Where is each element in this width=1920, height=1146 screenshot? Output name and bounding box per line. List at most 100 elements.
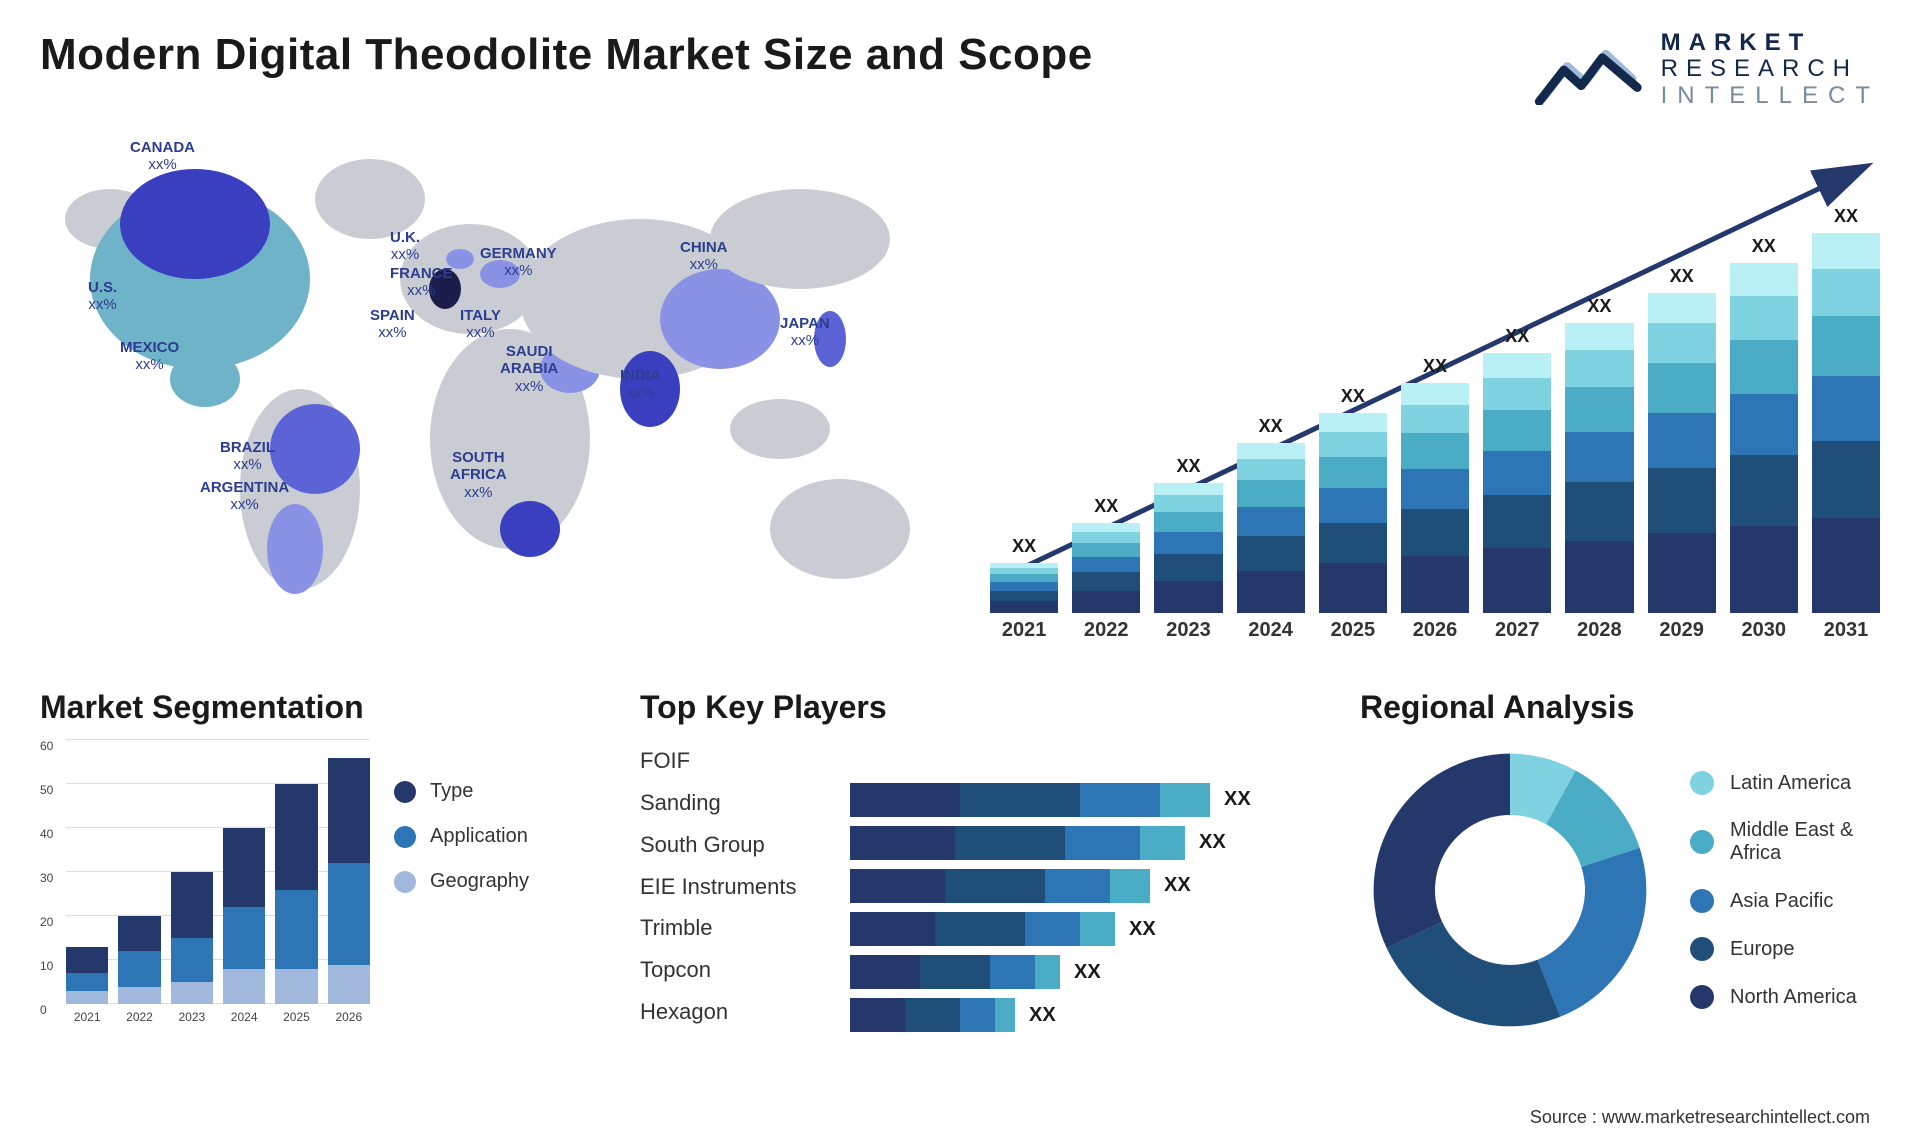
world-map-panel: CANADAxx%U.S.xx%MEXICOxx%BRAZILxx%ARGENT… [40, 129, 960, 649]
seg-x-label: 2025 [275, 1010, 317, 1030]
seg-x-label: 2026 [328, 1010, 370, 1030]
kp-name: FOIF [640, 740, 830, 782]
kp-name: Hexagon [640, 991, 830, 1033]
trend-bar: XX [1154, 456, 1222, 613]
legend-label: Middle East &Africa [1730, 819, 1853, 865]
kp-name: Topcon [640, 949, 830, 991]
trend-bar: XX [1812, 206, 1880, 613]
kp-row: XX [850, 912, 1320, 946]
map-country-name: JAPAN [780, 315, 830, 332]
map-label: U.K.xx% [390, 229, 420, 264]
trend-x-label: 2026 [1401, 619, 1469, 649]
map-country-name: BRAZIL [220, 439, 275, 456]
map-country-name: SAUDIARABIA [500, 343, 558, 377]
trend-x-label: 2028 [1565, 619, 1633, 649]
map-country-name: SPAIN [370, 307, 415, 324]
trend-bar: XX [1237, 416, 1305, 613]
kp-name: South Group [640, 824, 830, 866]
trend-bar-label: XX [1752, 236, 1776, 257]
legend-label: Type [430, 780, 473, 803]
regional-legend-item: North America [1690, 985, 1857, 1009]
map-label: U.S.xx% [88, 279, 117, 314]
legend-dot-icon [1690, 830, 1714, 854]
kp-value: XX [1224, 788, 1251, 811]
trend-x-label: 2029 [1648, 619, 1716, 649]
seg-y-tick: 30 [40, 871, 53, 885]
map-label: BRAZILxx% [220, 439, 275, 474]
trend-bar-label: XX [1176, 456, 1200, 477]
seg-x-label: 2024 [223, 1010, 265, 1030]
trend-bar-label: XX [1259, 416, 1283, 437]
kp-value: XX [1129, 918, 1156, 941]
map-label: ITALYxx% [460, 307, 501, 342]
map-country-name: MEXICO [120, 339, 179, 356]
map-label: SAUDIARABIAxx% [500, 343, 558, 395]
seg-legend-item: Geography [394, 870, 529, 893]
map-label: SOUTHAFRICAxx% [450, 449, 507, 501]
map-country-name: GERMANY [480, 245, 557, 262]
map-country-pct: xx% [620, 384, 661, 401]
map-label: CANADAxx% [130, 139, 195, 174]
seg-x-label: 2023 [171, 1010, 213, 1030]
seg-bar [328, 758, 370, 1004]
kp-row: XX [850, 869, 1320, 903]
kp-bar [850, 998, 1015, 1032]
kp-row: XX [850, 998, 1320, 1032]
kp-bar [850, 955, 1060, 989]
trend-x-label: 2022 [1072, 619, 1140, 649]
seg-x-label: 2022 [118, 1010, 160, 1030]
map-label: INDIAxx% [620, 367, 661, 402]
legend-label: Application [430, 825, 528, 848]
seg-bar [275, 784, 317, 1004]
segmentation-title: Market Segmentation [40, 689, 600, 726]
key-players-panel: Top Key Players FOIFSandingSouth GroupEI… [640, 689, 1320, 1040]
trend-x-label: 2025 [1319, 619, 1387, 649]
logo-mark-icon [1535, 35, 1645, 105]
seg-y-tick: 50 [40, 783, 53, 797]
regional-legend-item: Europe [1690, 937, 1857, 961]
seg-y-tick: 0 [40, 1003, 47, 1017]
kp-value: XX [1164, 874, 1191, 897]
trend-bar-label: XX [1012, 536, 1036, 557]
regional-legend-item: Middle East &Africa [1690, 819, 1857, 865]
segmentation-chart: 0102030405060 202120222023202420252026 [40, 740, 370, 1030]
regional-legend-item: Latin America [1690, 771, 1857, 795]
trend-x-label: 2031 [1812, 619, 1880, 649]
kp-row: XX [850, 783, 1320, 817]
trend-bar: XX [1319, 386, 1387, 613]
legend-dot-icon [1690, 771, 1714, 795]
trend-x-label: 2024 [1237, 619, 1305, 649]
map-label: JAPANxx% [780, 315, 830, 350]
trend-bar-label: XX [1670, 266, 1694, 287]
kp-bar [850, 826, 1185, 860]
seg-legend-item: Type [394, 780, 529, 803]
kp-bar [850, 912, 1115, 946]
trend-bar-label: XX [1587, 296, 1611, 317]
kp-row: XX [850, 955, 1320, 989]
trend-bar-label: XX [1423, 356, 1447, 377]
map-country-pct: xx% [480, 262, 557, 279]
trend-bar: XX [990, 536, 1058, 613]
map-country-name: CANADA [130, 139, 195, 156]
regional-donut [1360, 740, 1660, 1040]
seg-legend-item: Application [394, 825, 529, 848]
legend-label: Latin America [1730, 772, 1851, 795]
logo-text-2: RESEARCH [1661, 56, 1880, 82]
kp-row: XX [850, 826, 1320, 860]
trend-bar: XX [1648, 266, 1716, 613]
seg-bar [223, 828, 265, 1004]
logo-text-3: INTELLECT [1661, 83, 1880, 109]
trend-x-label: 2023 [1154, 619, 1222, 649]
source-label: Source : www.marketresearchintellect.com [1530, 1107, 1870, 1128]
kp-name: EIE Instruments [640, 866, 830, 908]
map-country-pct: xx% [780, 332, 830, 349]
trend-bar: XX [1483, 326, 1551, 613]
seg-x-label: 2021 [66, 1010, 108, 1030]
seg-y-tick: 60 [40, 739, 53, 753]
segmentation-legend: Type Application Geography [394, 740, 529, 1030]
seg-y-tick: 40 [40, 827, 53, 841]
regional-legend: Latin AmericaMiddle East &AfricaAsia Pac… [1690, 771, 1857, 1009]
legend-dot-icon [394, 871, 416, 893]
map-country-name: ARGENTINA [200, 479, 289, 496]
kp-bar [850, 869, 1150, 903]
